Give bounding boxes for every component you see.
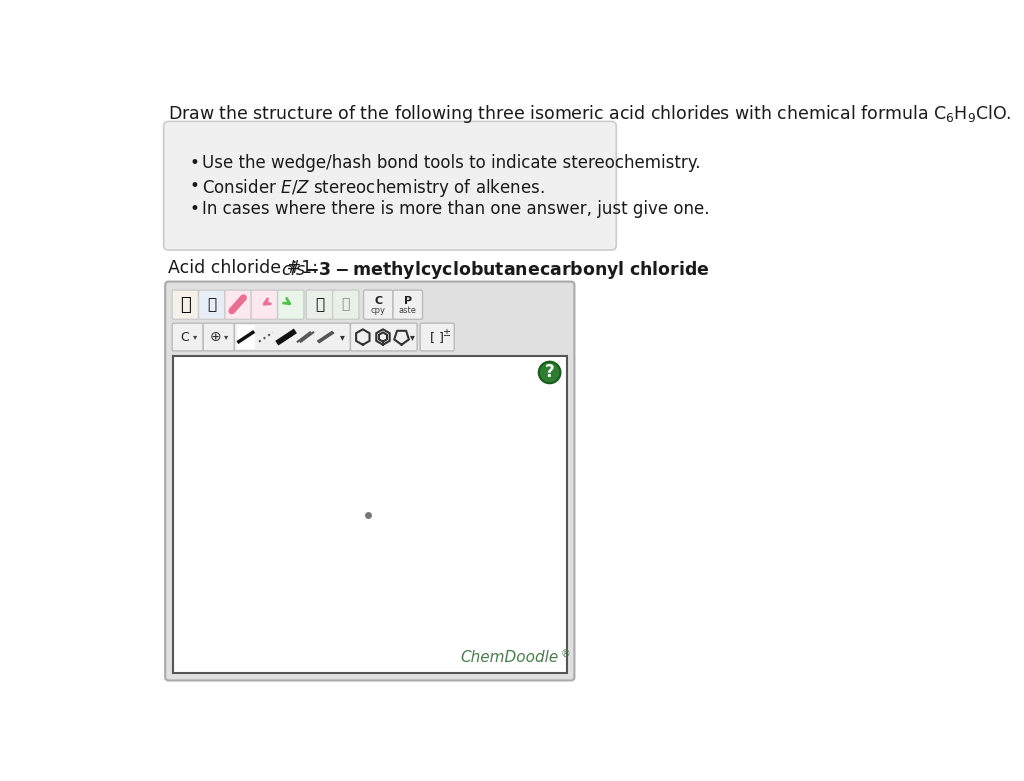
Text: C: C [374, 296, 382, 306]
FancyBboxPatch shape [393, 290, 423, 319]
Text: ▾: ▾ [223, 333, 227, 341]
Text: 🔍: 🔍 [315, 298, 325, 312]
FancyBboxPatch shape [165, 282, 574, 680]
Bar [237, 326, 255, 348]
Bar [173, 355, 566, 672]
Text: Use the wedge/hash bond tools to indicate stereochemistry.: Use the wedge/hash bond tools to indicat… [202, 154, 700, 172]
FancyBboxPatch shape [164, 121, 616, 250]
Text: •: • [190, 200, 200, 218]
FancyBboxPatch shape [203, 323, 234, 351]
Text: ▾: ▾ [340, 332, 345, 342]
FancyBboxPatch shape [306, 290, 334, 319]
Text: ▾: ▾ [410, 332, 415, 342]
FancyBboxPatch shape [172, 290, 199, 319]
Text: C: C [180, 330, 189, 344]
Circle shape [539, 362, 560, 383]
Text: Consider $\mathit{E/Z}$ stereochemistry of alkenes.: Consider $\mathit{E/Z}$ stereochemistry … [202, 177, 545, 199]
Text: •: • [190, 177, 200, 195]
Text: In cases where there is more than one answer, just give one.: In cases where there is more than one an… [202, 200, 710, 218]
FancyBboxPatch shape [225, 290, 251, 319]
FancyBboxPatch shape [333, 290, 359, 319]
Text: Draw the structure of the following three isomeric acid chlorides with chemical : Draw the structure of the following thre… [168, 103, 1012, 125]
Text: ⊕: ⊕ [210, 330, 221, 344]
Text: $\bf{\it{cis}}$$\mathbf{-3-methylcyclobutanecarbonyl\ chloride}$: $\bf{\it{cis}}$$\mathbf{-3-methylcyclobu… [281, 259, 710, 281]
Text: P: P [403, 296, 412, 306]
Text: Acid chloride #1:: Acid chloride #1: [168, 259, 324, 277]
Text: ?: ? [545, 363, 554, 381]
FancyBboxPatch shape [199, 290, 225, 319]
Text: aste: aste [398, 306, 417, 315]
Text: ±: ± [442, 328, 451, 338]
Text: ▾: ▾ [193, 333, 197, 341]
Text: ®: ® [560, 649, 570, 659]
FancyBboxPatch shape [420, 323, 455, 351]
FancyBboxPatch shape [234, 323, 350, 351]
Text: cpy: cpy [371, 306, 386, 315]
Text: ChemDoodle: ChemDoodle [461, 650, 559, 665]
FancyBboxPatch shape [350, 323, 417, 351]
FancyBboxPatch shape [251, 290, 278, 319]
FancyBboxPatch shape [364, 290, 393, 319]
Text: [ ]: [ ] [430, 330, 444, 344]
Text: 🧴: 🧴 [207, 298, 216, 312]
Text: ✋: ✋ [180, 296, 190, 314]
FancyBboxPatch shape [172, 323, 203, 351]
FancyBboxPatch shape [278, 290, 304, 319]
Text: 🔍: 🔍 [342, 298, 350, 312]
Text: •: • [190, 154, 200, 172]
